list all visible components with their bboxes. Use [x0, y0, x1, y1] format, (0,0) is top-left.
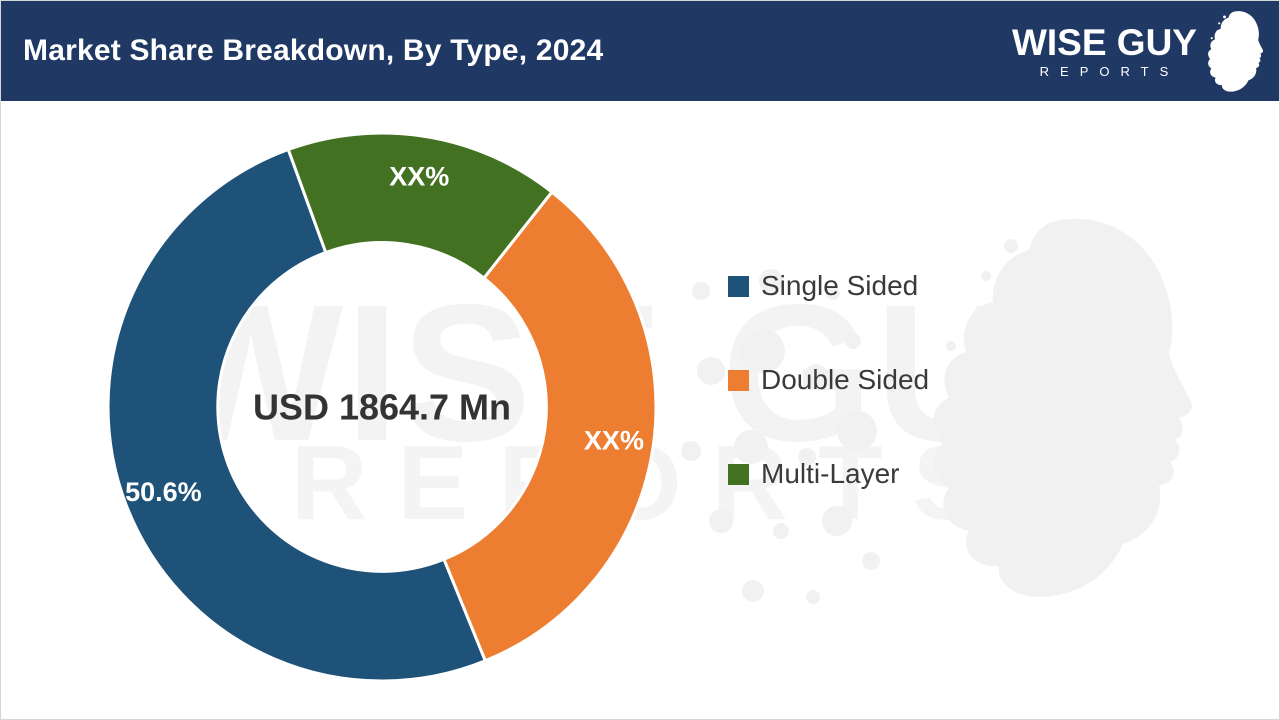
logo-text: WISE GUY REPORTS [1012, 24, 1197, 79]
logo-subtext: REPORTS [1039, 63, 1180, 79]
segment-double-sided [442, 190, 658, 663]
legend-item-double-sided: Double Sided [728, 364, 930, 395]
legend-item-single-sided: Single Sided [728, 270, 929, 301]
legend-swatch-multi-layer [728, 463, 749, 485]
segment-single-sided [106, 148, 487, 683]
legend-item-multi-layer: Multi-Layer [728, 458, 929, 489]
segment-label-multi-layer: XX% [389, 161, 449, 191]
legend-label: Double Sided [761, 364, 930, 395]
legend: Single Sided Double Sided Multi-Layer [728, 270, 930, 557]
segment-label-single-sided: 50.6% [125, 477, 202, 507]
donut-chart: 50.6% XX% XX% USD 1864.7 Mn [106, 131, 658, 683]
chart-title: Market Share Breakdown, By Type, 2024 [23, 34, 604, 67]
watermark-face-icon [681, 218, 1192, 604]
legend-swatch-double-sided [728, 369, 749, 391]
segment-multi-layer [286, 131, 554, 280]
chart-area: WISE GUY REPORTS 50.6% XX% XX% USD 1864.7 M… [1, 101, 1279, 719]
logo-wordmark: WISE GUY [1011, 21, 1197, 63]
legend-label: Multi-Layer [761, 458, 900, 489]
segment-label-double-sided: XX% [584, 426, 644, 456]
legend-label: Single Sided [761, 270, 919, 301]
logo-face-icon [1208, 11, 1264, 92]
donut-center-value: USD 1864.7 Mn [253, 387, 511, 428]
legend-swatch-single-sided [728, 275, 749, 297]
header: Market Share Breakdown, By Type, 2024 WI… [1, 1, 1279, 101]
wiseguy-logo: WISE GUY REPORTS [1012, 8, 1265, 94]
